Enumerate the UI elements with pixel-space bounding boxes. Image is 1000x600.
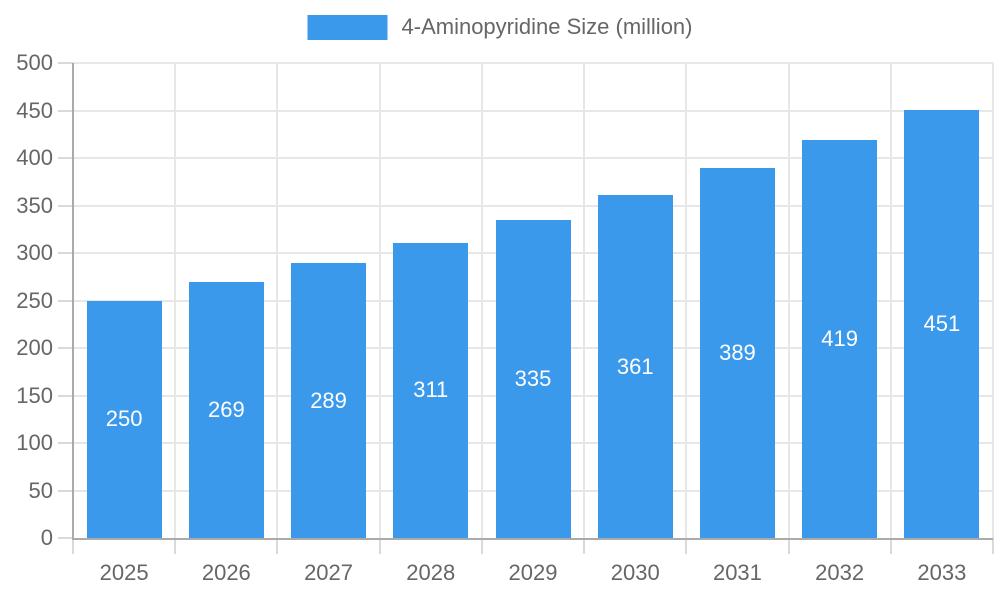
- v-gridline: [685, 63, 688, 538]
- h-gridline: [73, 157, 993, 159]
- legend-label[interactable]: 4-Aminopyridine Size (million): [401, 14, 693, 39]
- y-tick-label: 150: [16, 382, 53, 408]
- bar[interactable]: 335: [495, 219, 571, 538]
- x-axis-tick: [685, 538, 688, 554]
- h-gridline: [73, 109, 993, 112]
- v-gridline: [787, 63, 790, 538]
- bar[interactable]: 250: [86, 300, 162, 538]
- bar-value-label: 389: [719, 340, 756, 366]
- v-gridline: [889, 63, 892, 538]
- bar[interactable]: 451: [904, 109, 980, 538]
- y-tick-label: 200: [16, 335, 53, 360]
- h-gridline: [73, 204, 993, 207]
- y-tick-label: 450: [16, 97, 53, 123]
- v-gridline: [174, 63, 177, 538]
- x-tick-label: 2032: [815, 560, 865, 585]
- y-tick-label: 400: [16, 145, 53, 170]
- x-axis-tick: [276, 538, 279, 554]
- y-axis-tick: [58, 62, 73, 64]
- legend-swatch[interactable]: [307, 14, 388, 40]
- x-tick-label: 2027: [304, 560, 354, 585]
- y-tick-label: 0: [40, 525, 53, 550]
- v-gridline: [992, 63, 994, 538]
- y-axis-tick: [58, 109, 73, 112]
- y-axis-tick: [58, 394, 73, 397]
- bar[interactable]: 311: [393, 242, 469, 538]
- x-tick-label: 2025: [99, 560, 149, 585]
- x-axis-line: [72, 538, 993, 540]
- y-axis-line: [72, 63, 74, 538]
- bar[interactable]: 419: [802, 139, 878, 538]
- bar[interactable]: 361: [597, 195, 673, 538]
- y-axis-tick: [58, 252, 73, 254]
- bar-value-label: 289: [310, 387, 347, 413]
- x-axis-tick: [480, 538, 483, 554]
- y-axis-tick: [58, 347, 73, 349]
- x-axis-tick: [583, 538, 586, 554]
- y-axis-tick: [58, 537, 73, 539]
- y-tick-label: 300: [16, 240, 53, 265]
- x-axis-tick: [787, 538, 790, 554]
- v-gridline: [583, 63, 586, 538]
- y-tick-label: 50: [28, 477, 53, 503]
- x-tick-label: 2031: [712, 560, 762, 585]
- bar-value-label: 451: [923, 310, 961, 336]
- bar-value-label: 419: [821, 325, 859, 351]
- v-gridline: [378, 63, 381, 538]
- x-tick-label: 2030: [610, 560, 660, 585]
- y-tick-label: 350: [16, 192, 53, 218]
- v-gridline: [276, 63, 279, 538]
- y-axis-tick: [58, 442, 73, 444]
- x-tick-label: 2026: [201, 560, 251, 585]
- y-tick-label: 250: [16, 287, 53, 313]
- x-tick-label: 2029: [508, 560, 558, 585]
- bar[interactable]: 389: [699, 168, 775, 538]
- v-gridline: [480, 63, 483, 538]
- legend[interactable]: 4-Aminopyridine Size (million): [307, 14, 693, 40]
- x-tick-label: 2033: [917, 560, 967, 585]
- bar[interactable]: 269: [188, 282, 264, 538]
- y-axis-tick: [58, 204, 73, 207]
- x-axis-tick: [889, 538, 892, 554]
- y-axis-tick: [58, 489, 73, 492]
- bar-value-label: 311: [413, 377, 449, 403]
- y-axis-tick: [58, 157, 73, 159]
- bar-value-label: 335: [514, 365, 552, 391]
- bar-value-label: 250: [105, 406, 143, 432]
- x-axis-tick: [72, 538, 74, 554]
- h-gridline: [73, 62, 993, 64]
- bar-value-label: 269: [207, 397, 245, 423]
- y-tick-label: 100: [16, 430, 53, 455]
- x-axis-tick: [378, 538, 381, 554]
- y-tick-label: 500: [16, 50, 53, 75]
- x-axis-tick: [174, 538, 177, 554]
- bar[interactable]: 289: [291, 263, 367, 538]
- bar-value-label: 361: [616, 353, 654, 379]
- y-axis-tick: [58, 299, 73, 302]
- x-tick-label: 2028: [406, 560, 456, 585]
- x-axis-tick: [992, 538, 994, 554]
